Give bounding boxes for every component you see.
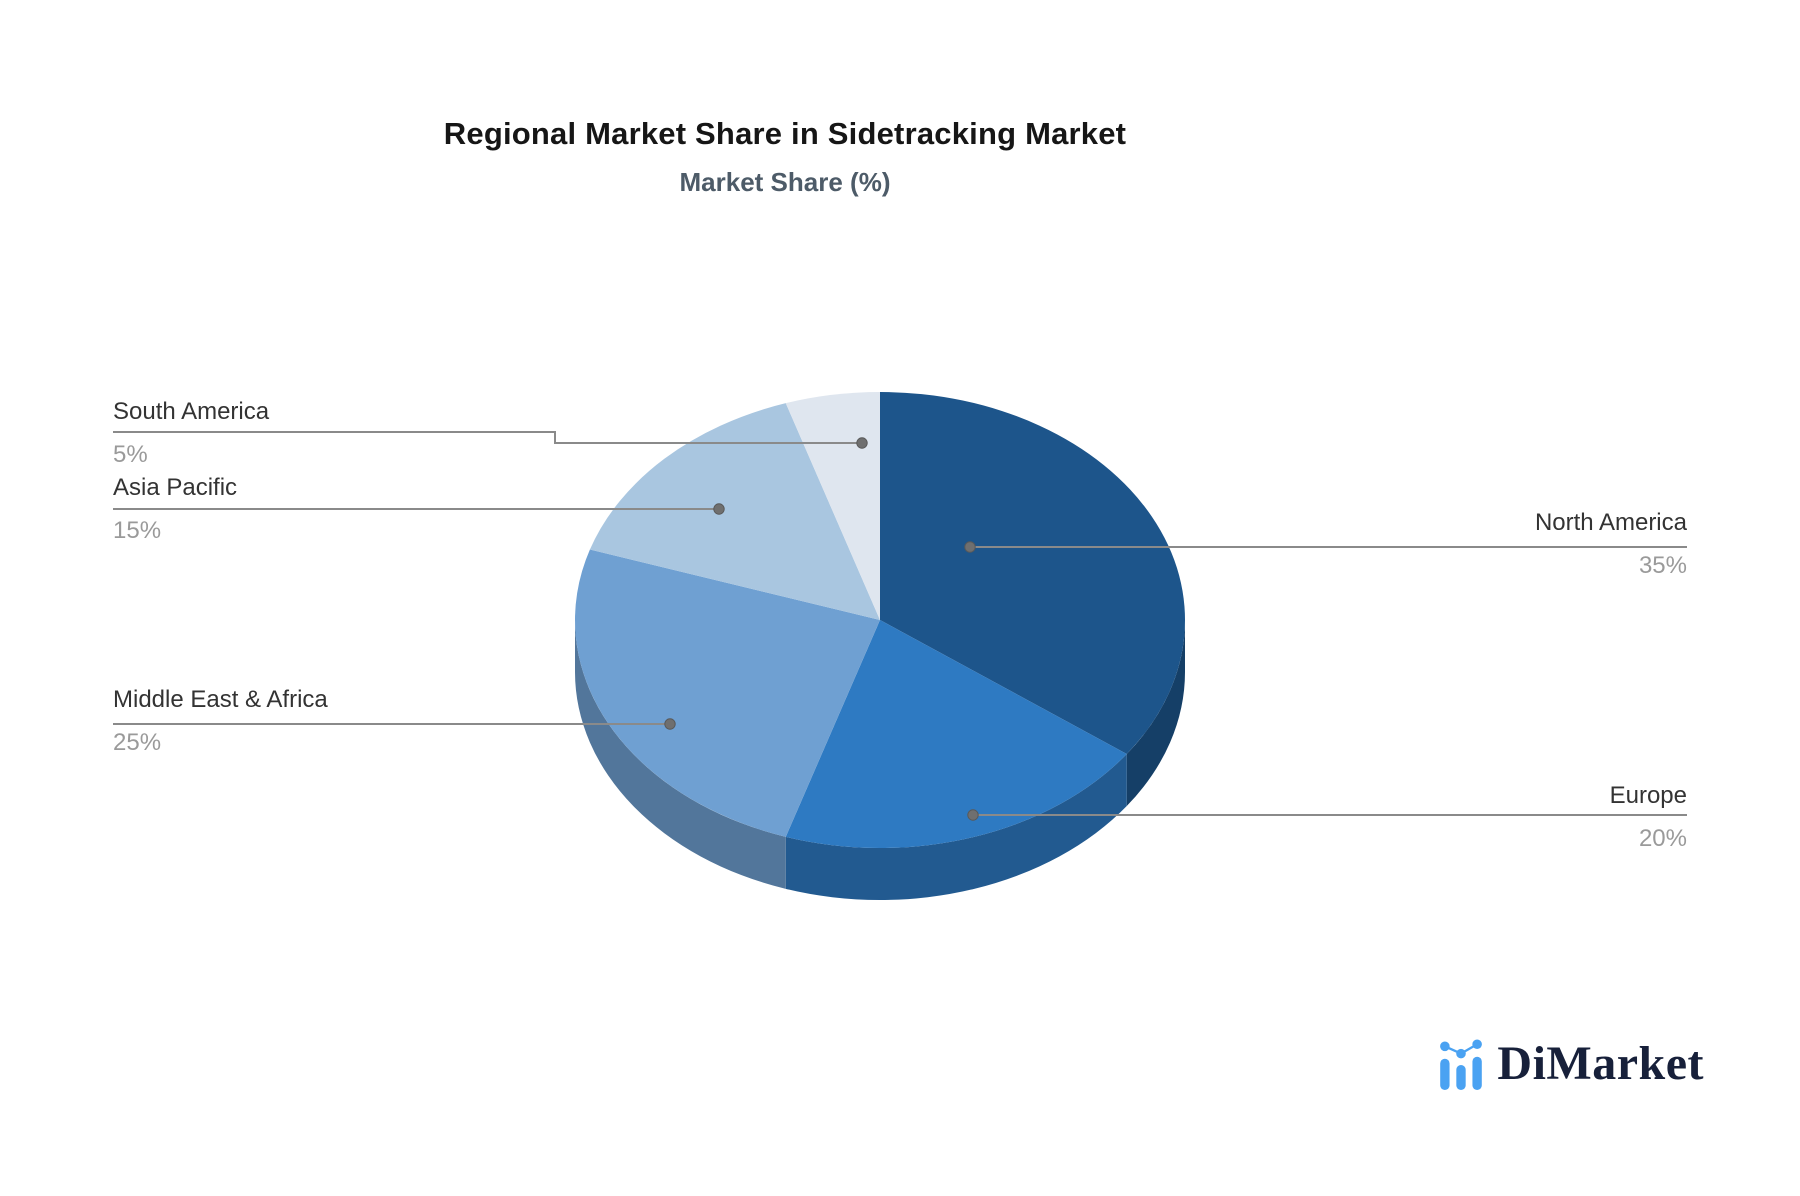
connector-dot xyxy=(964,541,976,553)
connector-north-america xyxy=(964,541,1687,553)
pie-label-south-america: South America 5% xyxy=(113,398,269,469)
pie-label-north-america: North America 35% xyxy=(1535,509,1687,580)
pie-label-name: Middle East & Africa xyxy=(113,686,328,713)
chart-subtitle: Market Share (%) xyxy=(679,167,891,197)
pie-slice-north-america-side xyxy=(1126,620,1185,807)
pie-label-name: Asia Pacific xyxy=(113,474,238,501)
pie-label-asia-pacific: Asia Pacific 15% xyxy=(113,474,237,545)
bar-line-chart-icon xyxy=(1440,1039,1483,1090)
connector-line xyxy=(113,431,862,444)
pie-label-value: 5% xyxy=(113,441,148,468)
pie-slice-middle-east-and-africa-side xyxy=(575,620,786,889)
connector-south-america xyxy=(113,431,868,449)
pie-label-middle-east-africa: Middle East & Africa 25% xyxy=(113,686,328,757)
connector-dot xyxy=(967,809,979,821)
pie-label-name: Europe xyxy=(1609,782,1687,809)
pie-label-europe: Europe 20% xyxy=(1610,782,1687,853)
connector-asia-pacific xyxy=(113,503,725,515)
brand-wordmark: DiMarket xyxy=(1497,1037,1704,1090)
pie-slice-europe[interactable] xyxy=(785,620,1127,849)
pie-slice-middle-east-and-africa[interactable] xyxy=(575,549,880,837)
pie-slice-asia-pacific[interactable] xyxy=(589,403,880,620)
pie-slice-north-america[interactable] xyxy=(880,392,1186,755)
pie-label-name: North America xyxy=(1534,509,1687,536)
connector-dot xyxy=(856,437,868,449)
pie-slice-south-america[interactable] xyxy=(785,392,880,620)
pie-label-value: 35% xyxy=(1638,552,1687,579)
connector-dot xyxy=(713,503,725,515)
pie-label-value: 15% xyxy=(113,517,162,544)
pie-label-value: 20% xyxy=(1638,825,1687,852)
pie-label-name: South America xyxy=(113,398,270,425)
chart-title: Regional Market Share in Sidetracking Ma… xyxy=(443,116,1127,151)
connector-dot xyxy=(664,718,676,730)
connector-europe xyxy=(967,809,1687,821)
pie-label-value: 25% xyxy=(113,729,162,756)
brand-logo: DiMarket xyxy=(1438,1034,1704,1090)
connector-middle-east-and-africa xyxy=(113,718,676,730)
pie-slice-europe-side xyxy=(785,754,1127,901)
